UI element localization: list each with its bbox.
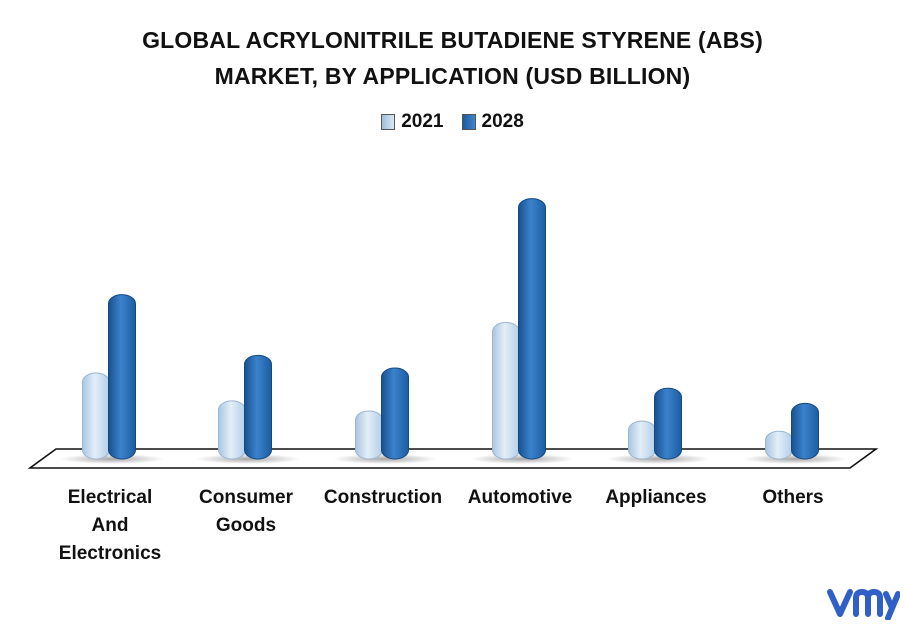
x-tick-label-line: Electronics	[58, 543, 162, 564]
legend-swatch-2021	[381, 114, 396, 130]
x-tick-label-line: Appliances	[605, 487, 707, 508]
bar-2021-4	[628, 420, 656, 460]
x-tick-label: Others	[723, 484, 863, 512]
legend-item-2021: 2021	[381, 111, 444, 133]
x-tick-label-line: Others	[762, 487, 824, 508]
chart-title-line2: MARKET, BY APPLICATION (USD BILLION)	[214, 63, 691, 89]
chart-title-line1: GLOBAL ACRYLONITRILE BUTADIENE STYRENE (…	[142, 27, 763, 53]
x-tick-label: Electrical And Electronics	[40, 484, 180, 568]
x-tick-label: Automotive	[450, 484, 590, 512]
legend-label-2021: 2021	[401, 111, 444, 132]
bar-2021-2	[355, 410, 383, 460]
x-tick-label-line: Electrical	[67, 487, 153, 508]
chart-legend: 2021 2028	[0, 111, 905, 133]
bar-2021-1	[218, 400, 246, 460]
chart-title: GLOBAL ACRYLONITRILE BUTADIENE STYRENE (…	[0, 22, 905, 94]
bar-2028-3	[518, 198, 546, 460]
bar-2021-3	[492, 321, 520, 460]
x-tick-label-line: And	[91, 515, 129, 536]
legend-item-2028: 2028	[461, 111, 524, 133]
x-tick-label: Appliances	[586, 484, 726, 512]
x-tick-label: Construction	[313, 484, 453, 512]
bar-2021-5	[765, 430, 793, 460]
bar-2021-0	[82, 372, 110, 460]
bar-2028-0	[108, 294, 136, 460]
x-tick-label: Consumer Goods	[176, 484, 316, 540]
bar-2028-4	[654, 387, 682, 460]
bar-2028-5	[791, 402, 819, 460]
legend-swatch-2028	[461, 114, 476, 130]
bar-2028-2	[381, 367, 409, 460]
brand-logo-icon	[827, 588, 900, 620]
legend-label-2028: 2028	[481, 111, 524, 132]
x-tick-label-line: Goods	[215, 515, 277, 536]
x-tick-label-line: Automotive	[467, 487, 573, 508]
x-tick-label-line: Construction	[323, 487, 443, 508]
bar-2028-1	[244, 354, 272, 460]
x-tick-label-line: Consumer	[199, 487, 293, 508]
